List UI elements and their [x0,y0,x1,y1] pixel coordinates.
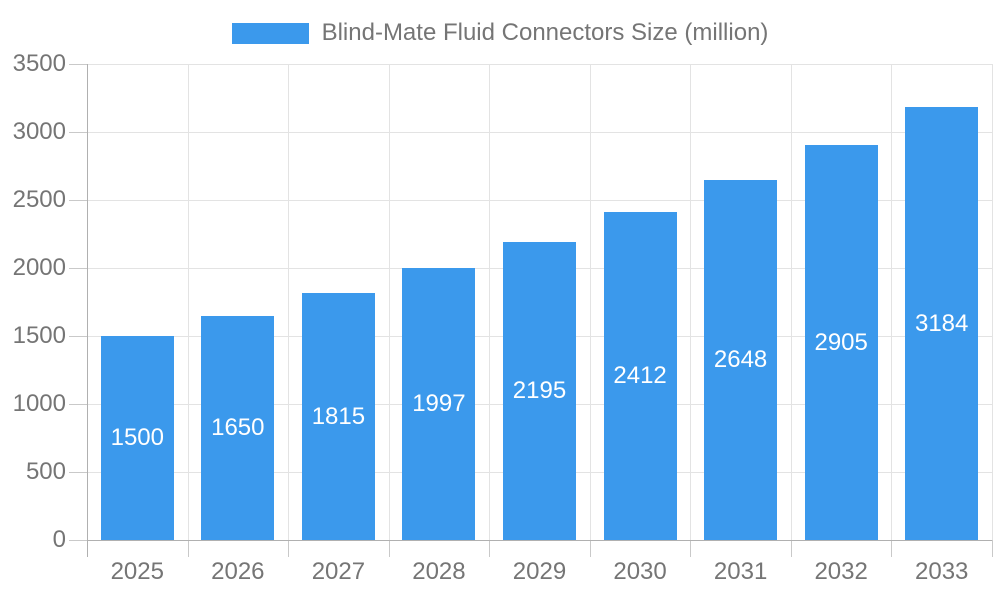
y-axis-line [87,64,88,557]
x-axis-label: 2033 [915,558,969,585]
y-axis-tick [69,64,87,65]
x-axis-label: 2030 [613,558,667,585]
y-gridline [87,132,992,133]
bar-value-label: 3184 [914,309,969,337]
y-axis-tick [69,132,87,133]
x-gridline [188,64,189,540]
y-axis-label: 2500 [12,186,66,213]
bar[interactable] [804,144,878,540]
x-gridline [590,64,591,540]
x-axis-label: 2029 [512,558,567,585]
bar-value-label: 2648 [713,345,768,373]
bar[interactable] [201,315,275,540]
legend-swatch-icon [231,22,309,44]
y-axis-label: 500 [25,458,66,485]
bar-value-label: 2195 [512,376,567,404]
bar[interactable] [301,293,375,540]
y-gridline [87,64,992,65]
y-axis-label: 3000 [12,118,66,145]
x-gridline [489,64,490,540]
x-axis-tick [791,540,792,557]
bar-value-label: 2905 [814,328,868,356]
bar[interactable] [905,107,979,540]
x-axis-tick [690,540,691,557]
bar[interactable] [402,268,476,540]
x-axis-tick [188,540,189,557]
bar[interactable] [503,241,576,540]
x-gridline [891,64,892,540]
y-axis-label: 0 [52,526,66,553]
x-axis-label: 2032 [814,558,868,585]
bar-value-label: 2412 [613,362,667,389]
y-axis-label: 1500 [12,322,66,349]
bar-value-label: 1500 [110,424,164,451]
chart-legend[interactable]: Blind-Mate Fluid Connectors Size (millio… [0,19,1000,47]
y-gridline [87,200,992,201]
x-axis-label: 2026 [211,558,265,585]
y-axis-tick [69,200,87,201]
x-axis-label: 2031 [713,558,768,585]
y-axis-label: 3500 [12,50,66,77]
x-axis-label: 2027 [311,558,366,585]
x-axis-label: 2028 [412,558,466,585]
x-gridline [288,64,289,540]
x-gridline [389,64,390,540]
x-axis-tick [288,540,289,557]
y-axis-tick [69,540,87,541]
x-gridline [690,64,691,540]
y-axis-tick [69,268,87,269]
y-axis-label: 2000 [12,254,66,281]
bar[interactable] [603,212,677,540]
y-axis-tick [69,472,87,473]
x-gridline [992,64,993,540]
x-axis-line [87,540,992,541]
x-axis-tick [891,540,892,557]
bar-value-label: 1997 [412,390,466,418]
bar[interactable] [100,336,174,540]
legend-label: Blind-Mate Fluid Connectors Size (millio… [321,19,769,46]
x-axis-tick [590,540,591,557]
bar-value-label: 1650 [211,413,265,441]
bar-value-label: 1815 [311,402,366,430]
y-axis-label: 1000 [12,390,66,417]
x-axis-tick [389,540,390,557]
y-axis-tick [69,404,87,405]
x-gridline [791,64,792,540]
x-axis-tick [489,540,490,557]
x-axis-tick [992,540,993,557]
y-axis-tick [69,336,87,337]
bar[interactable] [704,179,778,540]
x-axis-label: 2025 [110,558,164,585]
